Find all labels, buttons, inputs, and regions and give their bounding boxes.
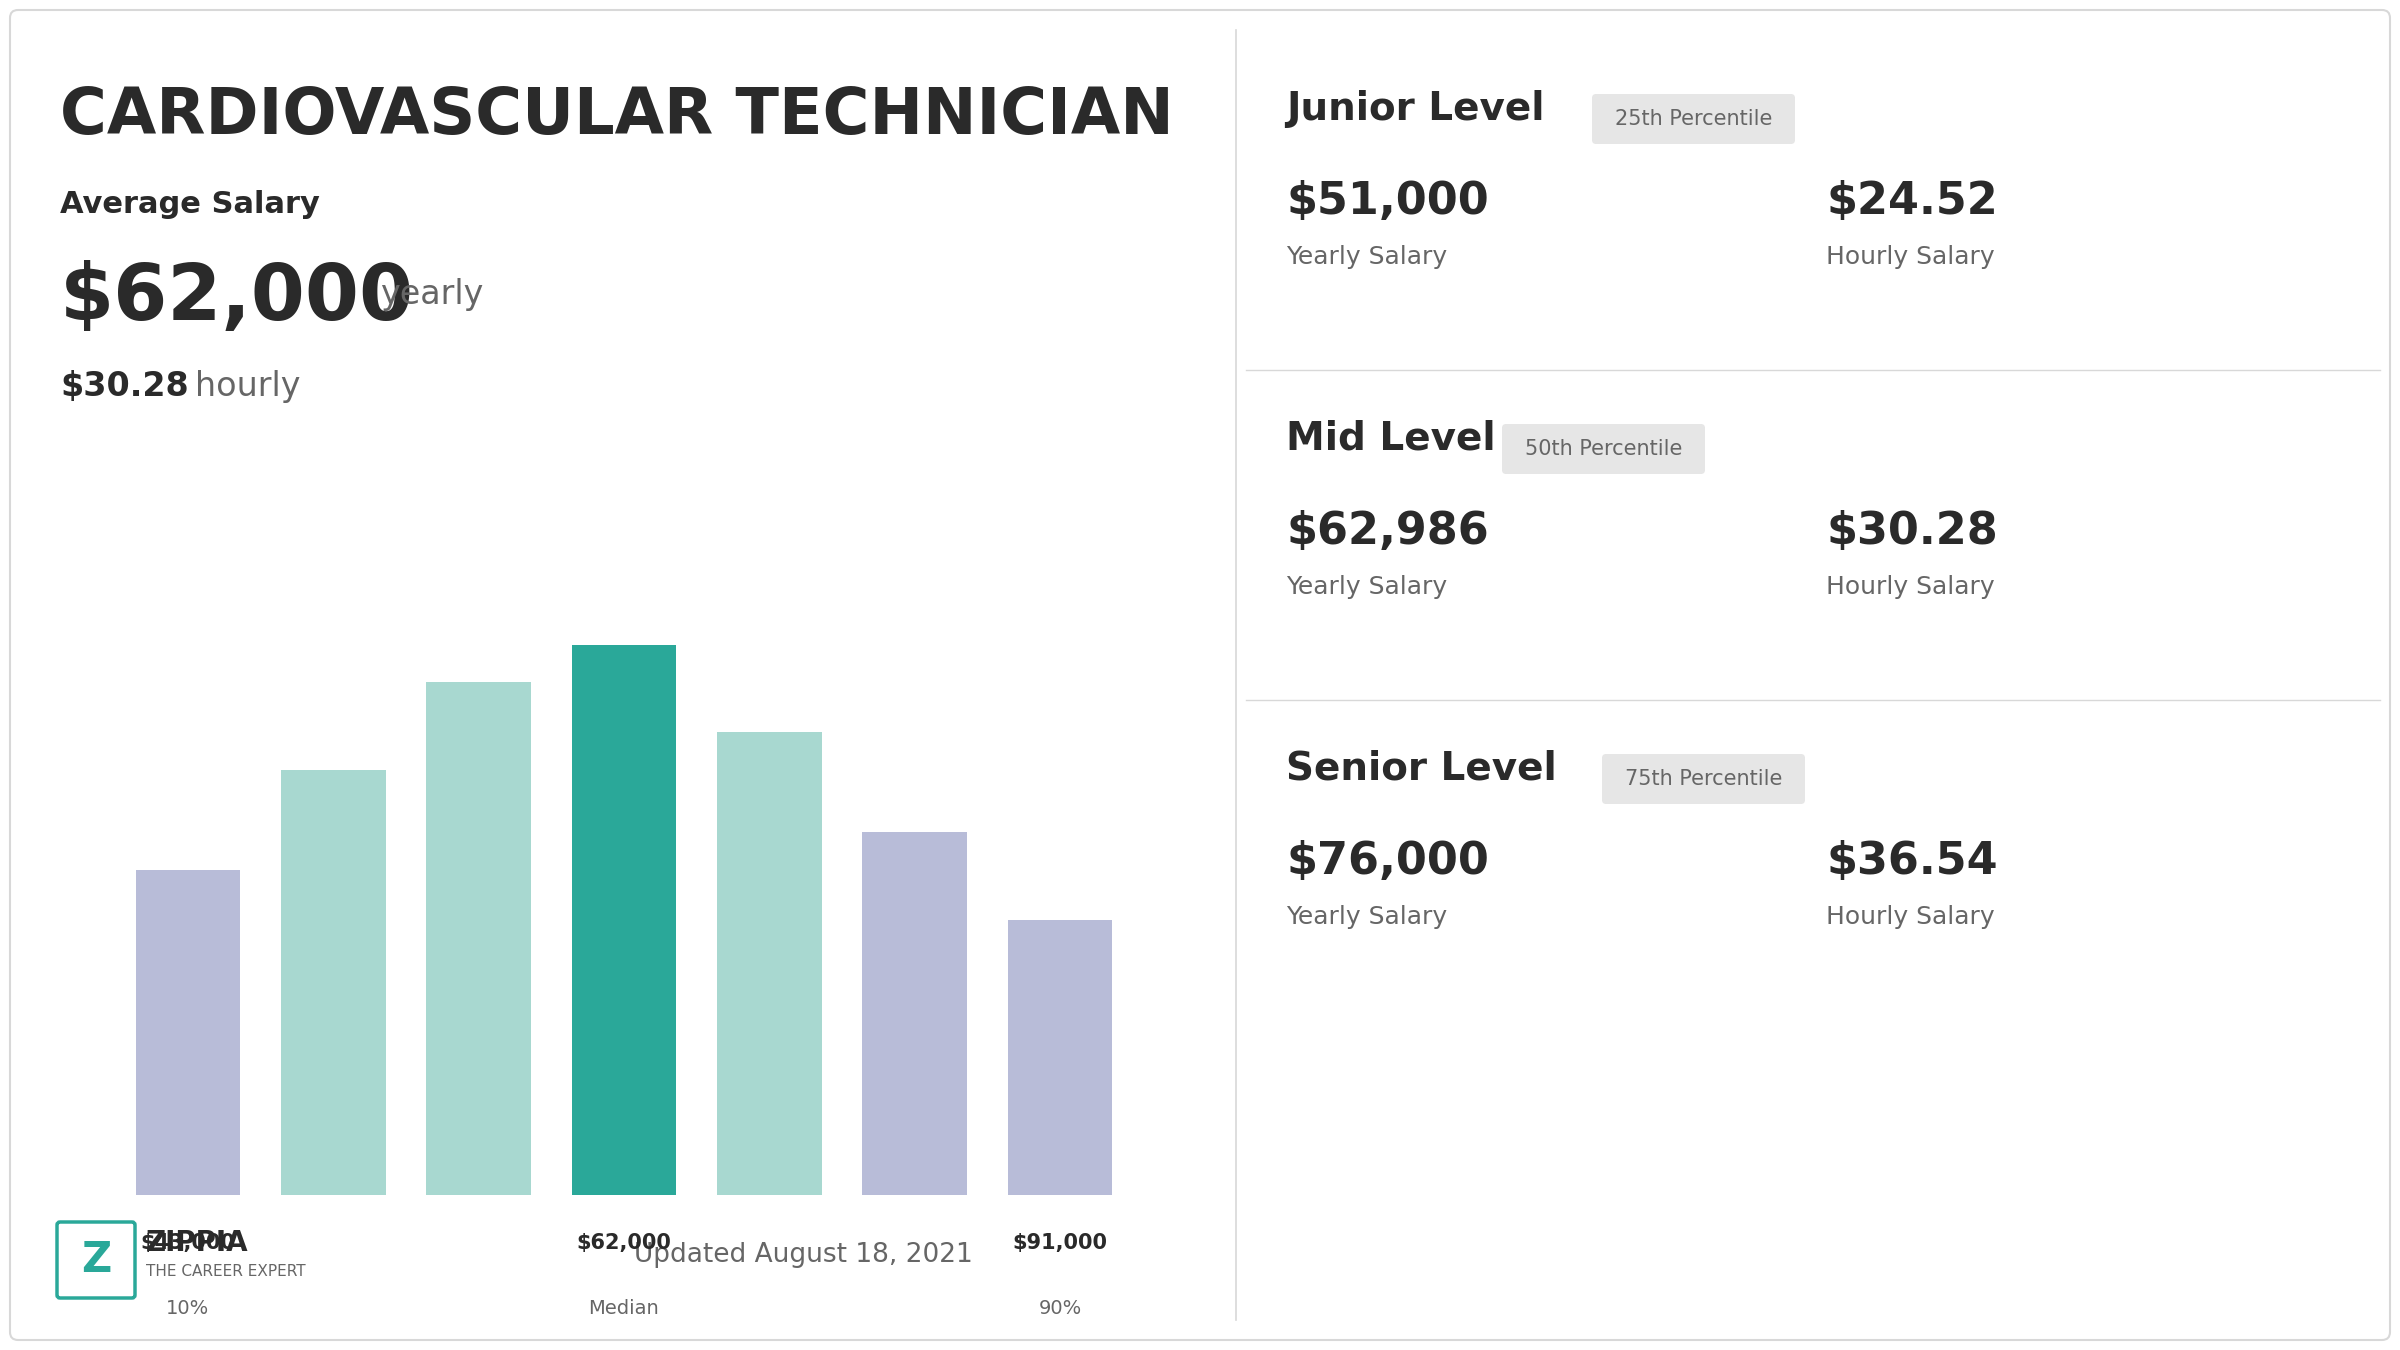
Text: $51,000: $51,000 [1286, 180, 1488, 223]
Bar [718, 732, 821, 1195]
FancyBboxPatch shape [1603, 755, 1805, 805]
Bar [427, 682, 530, 1195]
Text: THE CAREER EXPERT: THE CAREER EXPERT [146, 1264, 305, 1278]
Text: Yearly Salary: Yearly Salary [1286, 575, 1447, 599]
Text: 25th Percentile: 25th Percentile [1615, 109, 1771, 130]
Text: Mid Level: Mid Level [1286, 420, 1495, 458]
Text: Median: Median [588, 1299, 660, 1318]
Text: $43,000: $43,000 [142, 1234, 235, 1253]
Text: $62,000: $62,000 [60, 261, 415, 336]
FancyBboxPatch shape [1502, 424, 1704, 474]
Text: 90%: 90% [1039, 1299, 1082, 1318]
Text: Z: Z [82, 1239, 110, 1281]
Text: $62,986: $62,986 [1286, 510, 1488, 554]
Text: Average Salary: Average Salary [60, 190, 319, 219]
Text: $76,000: $76,000 [1286, 840, 1488, 883]
FancyBboxPatch shape [58, 1222, 134, 1297]
Text: 10%: 10% [166, 1299, 209, 1318]
Text: 50th Percentile: 50th Percentile [1524, 439, 1682, 459]
Bar [862, 832, 967, 1195]
Text: yearly: yearly [379, 278, 482, 310]
Text: hourly: hourly [194, 370, 300, 404]
FancyBboxPatch shape [1591, 95, 1795, 144]
Text: Hourly Salary: Hourly Salary [1826, 244, 1994, 269]
Text: Updated August 18, 2021: Updated August 18, 2021 [634, 1242, 972, 1268]
Text: Yearly Salary: Yearly Salary [1286, 904, 1447, 929]
FancyBboxPatch shape [10, 9, 2390, 1341]
Text: $24.52: $24.52 [1826, 180, 1997, 223]
Text: ZIPPIA: ZIPPIA [146, 1228, 250, 1257]
Text: $91,000: $91,000 [1013, 1234, 1106, 1253]
Bar [137, 869, 240, 1195]
Text: Junior Level: Junior Level [1286, 90, 1546, 128]
Bar [1008, 919, 1111, 1195]
Text: 75th Percentile: 75th Percentile [1625, 769, 1783, 788]
Text: $30.28: $30.28 [60, 370, 190, 404]
Text: Hourly Salary: Hourly Salary [1826, 904, 1994, 929]
Bar [281, 769, 386, 1195]
Text: $36.54: $36.54 [1826, 840, 1997, 883]
Text: Hourly Salary: Hourly Salary [1826, 575, 1994, 599]
Text: Yearly Salary: Yearly Salary [1286, 244, 1447, 269]
Text: $62,000: $62,000 [576, 1234, 672, 1253]
Text: Senior Level: Senior Level [1286, 751, 1558, 788]
Bar [571, 645, 677, 1195]
Text: CARDIOVASCULAR TECHNICIAN: CARDIOVASCULAR TECHNICIAN [60, 85, 1174, 147]
Text: $30.28: $30.28 [1826, 510, 1997, 554]
